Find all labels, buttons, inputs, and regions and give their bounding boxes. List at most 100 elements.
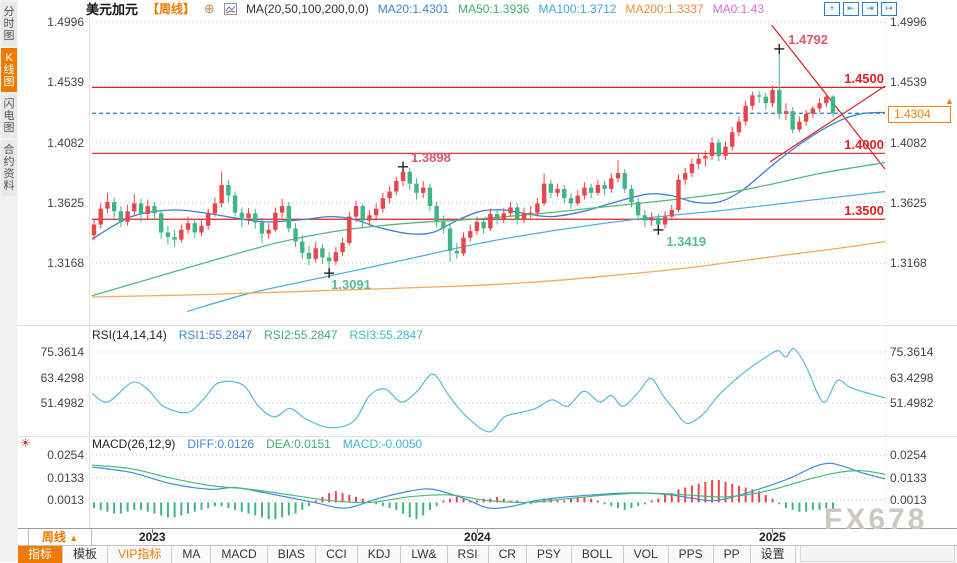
candle-body (400, 171, 406, 181)
toolbar-item-BOLL[interactable]: BOLL (572, 546, 624, 563)
candle-body (239, 212, 244, 218)
candle-body (125, 211, 130, 222)
candle-body (582, 187, 587, 196)
candle-body (427, 187, 433, 207)
candle-body (790, 111, 795, 130)
candle-body (609, 178, 614, 189)
candle-body (622, 173, 627, 189)
candle-body (689, 163, 695, 174)
candle-body (165, 232, 171, 238)
candle-body (192, 223, 197, 233)
candle-body (723, 146, 728, 156)
toolbar-item-VOL[interactable]: VOL (624, 546, 669, 563)
year-tick (152, 529, 154, 533)
candle-body (494, 213, 500, 220)
candle-body (683, 173, 688, 180)
toolbar-item-PP[interactable]: PP (714, 546, 751, 563)
rsi-header: RSI(14,14,14) RSI1:55.2847 RSI2:55.2847 RS… (92, 328, 423, 342)
current-price-tag: 1.4304 (888, 106, 951, 123)
sidebar-item-合约资料[interactable]: 合约资料 (1, 140, 17, 196)
candle-body (515, 207, 520, 220)
toolbar-item-LW&[interactable]: LW& (401, 546, 448, 563)
rsi-value: RSI3:55.2847 (349, 328, 423, 342)
add-overlay-icon[interactable]: ⊕ (204, 0, 215, 16)
ma-value: MA0:1.43 (712, 1, 764, 16)
trendline (769, 85, 886, 163)
candle-body (447, 228, 453, 251)
toolbar-item-RSI[interactable]: RSI (448, 546, 489, 563)
macd-diff-line (91, 462, 886, 510)
candle-body (461, 237, 466, 254)
candle-body (414, 183, 419, 193)
candle-body (756, 95, 762, 97)
candle-body (353, 206, 359, 217)
toolbar-item-MA[interactable]: MA (172, 546, 212, 563)
candle-body (441, 221, 446, 229)
watermark: FX678 (824, 503, 928, 536)
ma-formula: MA(20,50,100,200,0,0) (245, 1, 369, 16)
candle-body (662, 216, 668, 225)
candle-body (306, 252, 312, 259)
candle-body (111, 202, 117, 212)
period-selector[interactable]: 周线 ▲ (28, 529, 92, 545)
sidebar-item-闪电图[interactable]: 闪电图 (1, 94, 17, 138)
candle-body (293, 228, 298, 242)
candle-body (521, 213, 527, 220)
candle-body (783, 111, 789, 114)
candle-body (206, 213, 211, 226)
year-label-2025: 2025 (759, 530, 786, 544)
candle-body (817, 103, 822, 109)
candle-body (347, 216, 352, 243)
main-chart-plot[interactable] (90, 14, 885, 325)
sidebar-item-K线图[interactable]: K线图 (1, 48, 17, 92)
toolbar-item-指标[interactable]: 指标 (18, 546, 64, 563)
ma-value: MA100:1.3712 (538, 1, 617, 16)
period-label[interactable]: 【周线】 (147, 2, 196, 16)
ma-value: MA50:1.3936 (458, 1, 530, 16)
toolbar-item-PPS[interactable]: PPS (669, 546, 714, 563)
rsi-values: RSI1:55.2847 RSI2:55.2847 RSI3:55.2847 (179, 328, 423, 342)
candle-body (595, 184, 601, 193)
indicator-settings-icon[interactable]: ☀ (20, 436, 31, 450)
sidebar-item-分时图[interactable]: 分时图 (1, 2, 17, 46)
current-price-value: 1.4304 (894, 107, 931, 121)
toolbar-item-MACD[interactable]: MACD (211, 546, 268, 563)
toolbar-item-设置[interactable]: 设置 (751, 546, 796, 563)
candle-body (434, 206, 439, 222)
exit-chart-icon[interactable]: ↦ (881, 2, 897, 16)
candle-body (615, 173, 621, 179)
candle-body (575, 195, 580, 204)
candle-body (420, 187, 426, 193)
ma-value: MA200:1.3337 (625, 1, 704, 16)
toolbar-item-CR[interactable]: CR (489, 546, 527, 563)
toolbar-item-KDJ[interactable]: KDJ (358, 546, 402, 563)
pan-icon[interactable]: + (824, 2, 840, 16)
candle-body (152, 206, 157, 214)
candle-body (387, 191, 392, 199)
candle-body (541, 183, 547, 204)
candle-body (259, 222, 265, 234)
rsi-value: RSI1:55.2847 (178, 328, 253, 342)
candle-body (750, 95, 755, 106)
candle-body (226, 184, 231, 196)
symbol-name: 美元加元 (86, 2, 139, 17)
rsi-panel-plot[interactable] (90, 326, 885, 436)
zoom-axis-left-icon[interactable]: ⇤ (843, 2, 859, 16)
candle-body (246, 213, 251, 218)
toolbar-item-模板[interactable]: 模板 (63, 546, 109, 563)
candle-body (797, 121, 802, 130)
toolbar-item-CCI[interactable]: CCI (316, 546, 358, 563)
candle-body (340, 242, 345, 253)
candle-body (709, 142, 715, 156)
year-label-2023: 2023 (138, 530, 166, 544)
toolbar-item-BIAS[interactable]: BIAS (268, 546, 317, 563)
candle-body (568, 198, 574, 204)
zoom-axis-right-icon[interactable]: ⇥ (862, 2, 878, 16)
macd-value: DIFF:0.0126 (187, 437, 255, 451)
toolbar-item-PSY[interactable]: PSY (527, 546, 572, 563)
candle-body (219, 184, 224, 204)
candle-body (501, 213, 507, 220)
macd-header: MACD(26,12,9) DIFF:0.0126 DEA:0.0151 MACD:… (92, 437, 422, 451)
toolbar-item-VIP指标[interactable]: VIP指标 (108, 546, 173, 563)
